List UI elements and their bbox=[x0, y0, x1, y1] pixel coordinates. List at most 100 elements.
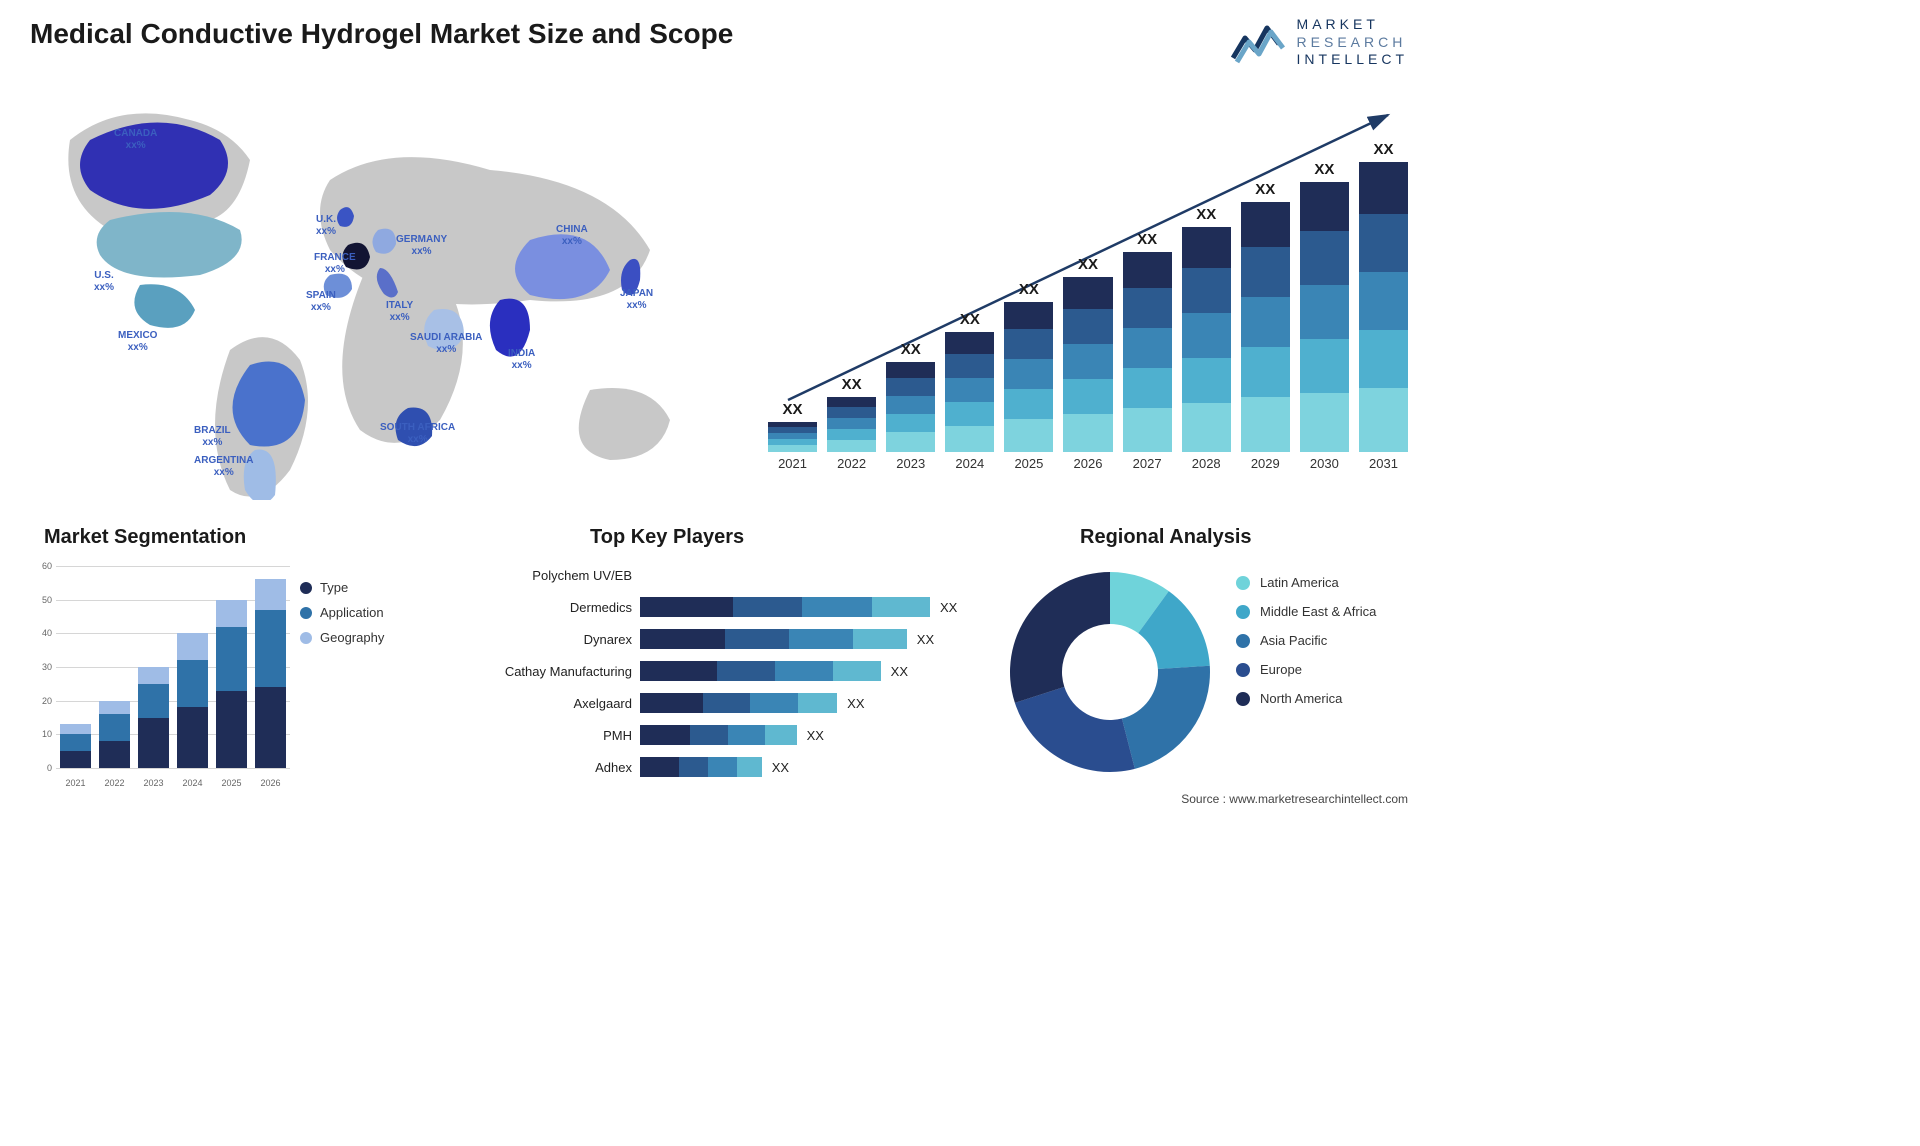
kp-segment bbox=[728, 725, 766, 745]
legend-label: North America bbox=[1260, 691, 1342, 706]
growth-segment bbox=[1241, 347, 1290, 397]
kp-segment bbox=[690, 725, 728, 745]
seg-segment-application bbox=[138, 684, 169, 718]
reg-legend-item: Middle East & Africa bbox=[1236, 604, 1376, 619]
seg-segment-type bbox=[60, 751, 91, 768]
kp-segment bbox=[640, 757, 679, 777]
segmentation-title: Market Segmentation bbox=[44, 526, 246, 549]
growth-year-label: 2028 bbox=[1182, 456, 1231, 480]
kp-row: DermedicsXX bbox=[460, 592, 980, 622]
growth-year-label: 2031 bbox=[1359, 456, 1408, 480]
map-country-mexico bbox=[134, 284, 195, 328]
reg-legend-item: North America bbox=[1236, 691, 1376, 706]
kp-segment bbox=[640, 629, 725, 649]
seg-ytick: 10 bbox=[30, 729, 52, 739]
growth-segment bbox=[1359, 330, 1408, 388]
map-label-spain: SPAINxx% bbox=[306, 290, 336, 313]
seg-segment-geography bbox=[255, 579, 286, 609]
key-players-title: Top Key Players bbox=[590, 526, 744, 549]
growth-value-label: XX bbox=[842, 376, 862, 393]
kp-segment bbox=[725, 629, 789, 649]
reg-legend-item: Asia Pacific bbox=[1236, 633, 1376, 648]
growth-segment bbox=[1182, 227, 1231, 268]
kp-label: Adhex bbox=[460, 760, 640, 775]
kp-value: XX bbox=[847, 696, 864, 711]
growth-segment bbox=[827, 440, 876, 452]
growth-segment bbox=[1241, 297, 1290, 347]
kp-bar bbox=[640, 757, 762, 777]
kp-segment bbox=[802, 597, 872, 617]
growth-segment bbox=[1182, 313, 1231, 358]
kp-label: Dermedics bbox=[460, 600, 640, 615]
seg-year-label: 2022 bbox=[99, 778, 130, 788]
legend-label: Geography bbox=[320, 630, 384, 645]
kp-label: PMH bbox=[460, 728, 640, 743]
growth-segment bbox=[1300, 339, 1349, 393]
map-label-china: CHINAxx% bbox=[556, 224, 588, 247]
growth-segment bbox=[1241, 397, 1290, 452]
kp-bar bbox=[640, 693, 837, 713]
segmentation-legend: TypeApplicationGeography bbox=[300, 580, 384, 655]
kp-row: AdhexXX bbox=[460, 752, 980, 782]
map-label-safrica: SOUTH AFRICAxx% bbox=[380, 422, 455, 445]
kp-value: XX bbox=[891, 664, 908, 679]
growth-value-label: XX bbox=[1255, 181, 1275, 198]
seg-segment-application bbox=[216, 627, 247, 691]
legend-swatch bbox=[300, 607, 312, 619]
seg-ytick: 40 bbox=[30, 628, 52, 638]
donut-slice-asia-pacific bbox=[1122, 666, 1210, 769]
legend-swatch bbox=[300, 582, 312, 594]
map-label-japan: JAPANxx% bbox=[620, 288, 653, 311]
kp-segment bbox=[798, 693, 837, 713]
seg-legend-item: Geography bbox=[300, 630, 384, 645]
legend-swatch bbox=[300, 632, 312, 644]
growth-segment bbox=[886, 414, 935, 432]
growth-segment bbox=[945, 426, 994, 452]
growth-segment bbox=[1004, 419, 1053, 452]
growth-segment bbox=[1063, 379, 1112, 414]
seg-segment-application bbox=[177, 660, 208, 707]
logo-line3: INTELLECT bbox=[1297, 51, 1408, 69]
growth-segment bbox=[827, 397, 876, 407]
growth-segment bbox=[1123, 288, 1172, 328]
growth-bar-2031: XX bbox=[1359, 141, 1408, 452]
growth-bar-2021: XX bbox=[768, 401, 817, 452]
kp-segment bbox=[872, 597, 930, 617]
seg-year-label: 2024 bbox=[177, 778, 208, 788]
growth-segment bbox=[1004, 302, 1053, 329]
legend-swatch bbox=[1236, 576, 1250, 590]
seg-ytick: 50 bbox=[30, 595, 52, 605]
kp-segment bbox=[640, 693, 703, 713]
kp-segment bbox=[703, 693, 750, 713]
map-label-brazil: BRAZILxx% bbox=[194, 425, 231, 448]
growth-segment bbox=[1063, 309, 1112, 344]
growth-value-label: XX bbox=[1373, 141, 1393, 158]
legend-label: Type bbox=[320, 580, 348, 595]
growth-segment bbox=[1182, 268, 1231, 313]
seg-ytick: 0 bbox=[30, 763, 52, 773]
seg-segment-geography bbox=[138, 667, 169, 684]
seg-year-label: 2025 bbox=[216, 778, 247, 788]
growth-segment bbox=[1123, 252, 1172, 288]
map-label-india: INDIAxx% bbox=[508, 348, 535, 371]
growth-segment bbox=[1300, 231, 1349, 285]
kp-row: DynarexXX bbox=[460, 624, 980, 654]
growth-segment bbox=[1241, 202, 1290, 247]
growth-segment bbox=[1182, 403, 1231, 453]
seg-legend-item: Type bbox=[300, 580, 384, 595]
growth-year-label: 2029 bbox=[1241, 456, 1290, 480]
source-credit: Source : www.marketresearchintellect.com bbox=[1181, 792, 1408, 806]
map-label-germany: GERMANYxx% bbox=[396, 234, 447, 257]
seg-segment-geography bbox=[216, 600, 247, 627]
kp-label: Cathay Manufacturing bbox=[460, 664, 640, 679]
map-label-france: FRANCExx% bbox=[314, 252, 356, 275]
growth-segment bbox=[827, 418, 876, 429]
growth-segment bbox=[1359, 388, 1408, 452]
growth-value-label: XX bbox=[901, 341, 921, 358]
growth-segment bbox=[886, 396, 935, 414]
seg-segment-application bbox=[255, 610, 286, 687]
seg-segment-type bbox=[216, 691, 247, 768]
map-country-us bbox=[97, 212, 242, 278]
kp-segment bbox=[679, 757, 708, 777]
growth-segment bbox=[1300, 285, 1349, 339]
